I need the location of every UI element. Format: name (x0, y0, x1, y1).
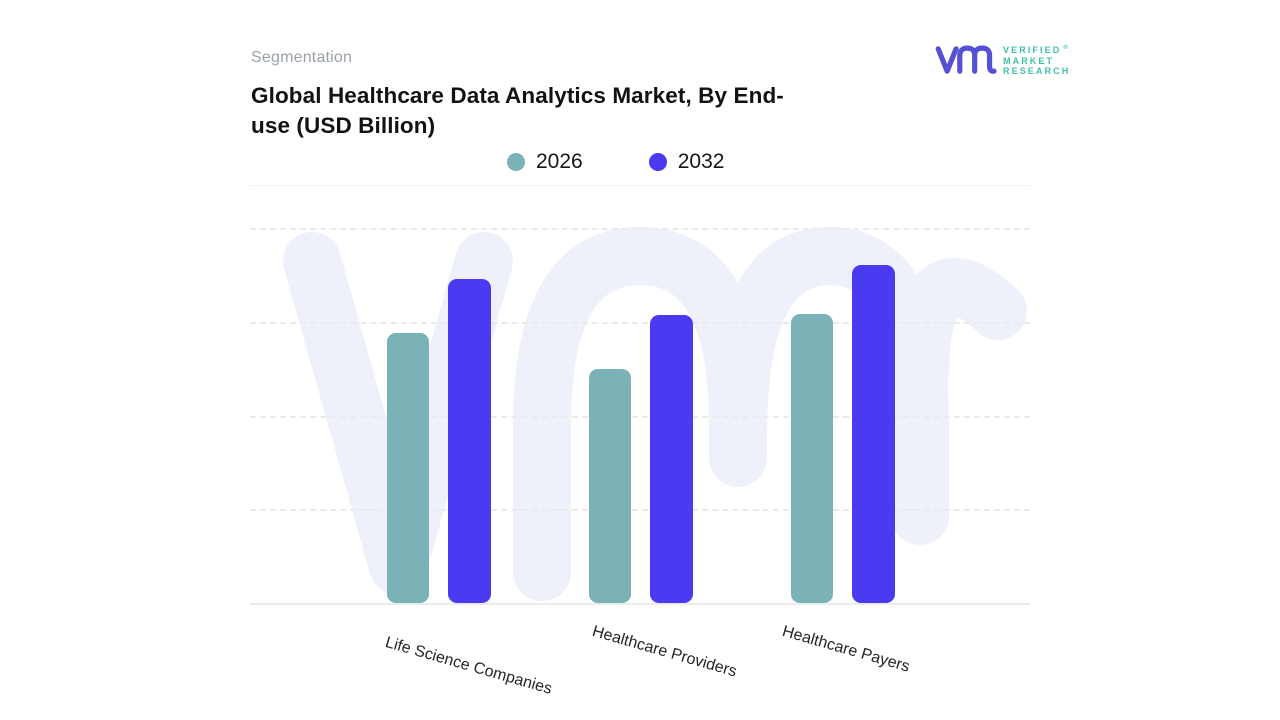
x-axis-label-life-science-companies: Life Science Companies (383, 634, 554, 698)
bar-2032-life-science-companies[interactable] (448, 279, 491, 603)
gridline (250, 322, 1030, 324)
bar-2026-healthcare-payers[interactable] (791, 314, 833, 603)
legend-item-2026[interactable]: 2026 (507, 150, 583, 174)
vmr-monogram-icon (933, 40, 997, 80)
bar-2032-healthcare-payers[interactable] (852, 265, 895, 603)
chart-legend: 2026 2032 (507, 150, 724, 174)
chart-title-line-1: Global Healthcare Data Analytics Market,… (251, 83, 784, 108)
chart-title: Global Healthcare Data Analytics Market,… (251, 81, 891, 141)
brand-logo: VERIFIED ® MARKET RESEARCH (933, 40, 1070, 80)
legend-label: 2026 (536, 150, 583, 173)
bar-2026-life-science-companies[interactable] (387, 333, 429, 603)
gridline (250, 416, 1030, 418)
x-axis-baseline (250, 603, 1030, 605)
gridline (250, 509, 1030, 511)
x-axis-label-healthcare-payers: Healthcare Payers (780, 623, 912, 676)
bar-2032-healthcare-providers[interactable] (650, 315, 693, 603)
gridline (250, 228, 1030, 230)
legend-label: 2032 (677, 150, 725, 173)
x-axis-label-healthcare-providers: Healthcare Providers (590, 623, 739, 681)
chart-area: Life Science Companies Healthcare Provide… (250, 185, 1030, 698)
legend-dot-icon (507, 153, 525, 171)
segmentation-eyebrow: Segmentation (251, 49, 353, 66)
legend-dot-icon (648, 153, 667, 171)
legend-item-2032[interactable]: 2032 (648, 150, 725, 174)
bar-2026-healthcare-providers[interactable] (589, 369, 631, 603)
brand-line-market: MARKET (1003, 55, 1055, 66)
chart-title-line-2: use (USD Billion) (251, 113, 436, 138)
registered-mark: ® (1063, 45, 1070, 52)
brand-line-verified: VERIFIED ® (1003, 45, 1070, 56)
brand-line-research: RESEARCH (1003, 66, 1071, 77)
brand-wordmark: VERIFIED ® MARKET RESEARCH (1003, 43, 1070, 77)
